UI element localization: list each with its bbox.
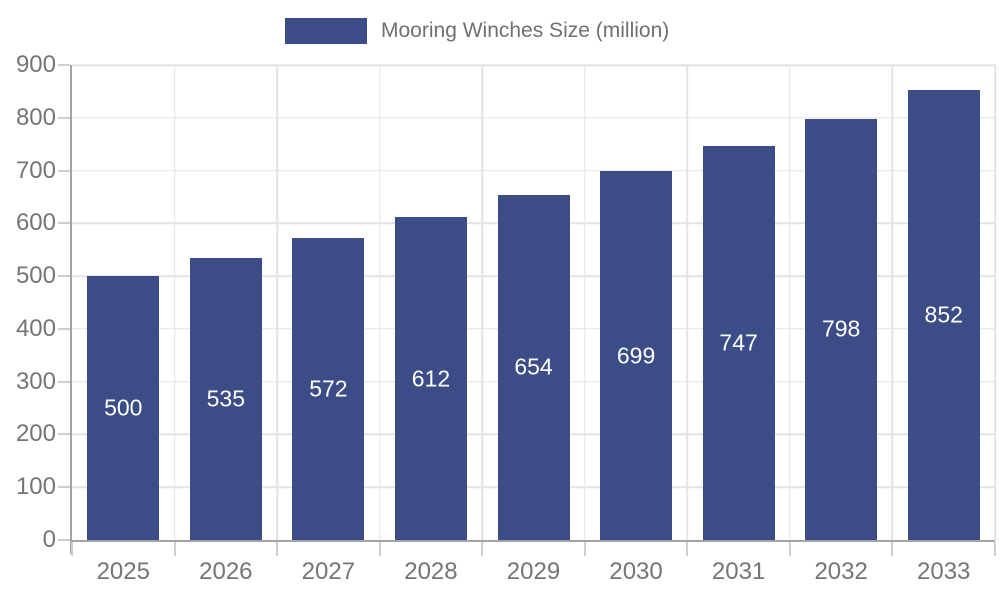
y-tick-label: 600 <box>15 209 56 237</box>
x-tick <box>583 542 586 556</box>
gridline-vertical <box>584 65 586 540</box>
bar-value-label: 572 <box>309 375 348 402</box>
plot-area: 0 100 200 300 400 500 600 700 800 900 500 2025 535 20… <box>16 53 996 584</box>
y-tick <box>58 64 70 66</box>
x-tick <box>378 542 381 556</box>
y-axis-line <box>70 65 72 554</box>
bar-value-label: 612 <box>411 365 451 391</box>
y-tick <box>58 433 70 436</box>
y-tick <box>58 380 70 383</box>
gridline-horizontal <box>72 117 995 119</box>
x-axis-label-2033: 2033 <box>917 558 971 585</box>
legend-label: Mooring Winches Size (million) <box>381 19 670 42</box>
x-axis-label-2032: 2032 <box>814 558 868 585</box>
gridline-vertical <box>378 65 381 540</box>
y-tick-label: 300 <box>15 367 56 395</box>
bar-value-label: 747 <box>719 329 758 356</box>
bar-value-label: 699 <box>616 342 656 369</box>
bar-2026: 535 <box>189 257 262 540</box>
x-axis-label-2030: 2030 <box>609 558 663 585</box>
gridline-vertical <box>891 65 894 540</box>
x-tick <box>891 542 894 556</box>
y-tick-label: 500 <box>15 262 56 290</box>
bar-2028: 612 <box>394 217 467 540</box>
y-tick <box>58 116 70 119</box>
gridline-vertical <box>994 65 996 540</box>
gridline-vertical <box>481 65 483 540</box>
x-axis-label-2028: 2028 <box>404 558 458 585</box>
x-axis-label-2031: 2031 <box>711 558 766 585</box>
gridline-vertical <box>276 65 278 540</box>
y-tick-label: 900 <box>15 51 56 78</box>
x-tick <box>71 542 73 556</box>
y-tick-label: 200 <box>15 420 56 448</box>
legend: Mooring Winches Size (million) <box>285 18 669 44</box>
x-tick <box>276 542 279 556</box>
y-tick-label: 0 <box>42 526 56 553</box>
y-tick <box>58 486 70 489</box>
bar-2033: 852 <box>907 90 980 540</box>
gridline-vertical <box>789 65 791 540</box>
bar-2029: 654 <box>497 194 570 540</box>
bar-value-label: 852 <box>924 301 963 328</box>
x-tick <box>994 542 996 556</box>
y-tick <box>58 539 70 541</box>
gridline-horizontal <box>72 64 995 66</box>
y-tick-label: 400 <box>15 314 56 342</box>
x-tick <box>173 542 176 556</box>
bar-2027: 572 <box>292 238 365 540</box>
bar-2032: 798 <box>805 118 878 540</box>
y-tick <box>58 222 70 225</box>
x-axis-line <box>70 540 995 542</box>
x-axis-label-2027: 2027 <box>301 558 356 585</box>
y-tick-label: 700 <box>15 156 56 184</box>
bar-value-label: 654 <box>514 353 553 380</box>
y-tick <box>58 275 70 278</box>
bar-2030: 699 <box>600 171 673 540</box>
gridline-horizontal <box>72 169 995 172</box>
x-axis-label-2026: 2026 <box>199 558 253 585</box>
y-tick <box>58 327 70 330</box>
bar-2031: 747 <box>702 145 775 540</box>
y-tick-label: 100 <box>15 473 56 501</box>
y-tick <box>58 169 70 172</box>
x-tick <box>788 542 791 556</box>
bar-value-label: 798 <box>821 315 861 342</box>
bar-value-label: 535 <box>206 385 246 412</box>
gridline-vertical <box>173 65 176 540</box>
gridline-vertical <box>686 65 689 540</box>
x-axis-label-2029: 2029 <box>506 558 561 585</box>
x-tick <box>481 542 484 556</box>
x-axis-label-2025: 2025 <box>96 558 150 585</box>
y-tick-label: 800 <box>15 103 56 131</box>
bar-2025: 500 <box>87 276 160 540</box>
x-tick <box>686 542 689 556</box>
bar-value-label: 500 <box>104 394 143 421</box>
legend-swatch <box>285 18 367 44</box>
